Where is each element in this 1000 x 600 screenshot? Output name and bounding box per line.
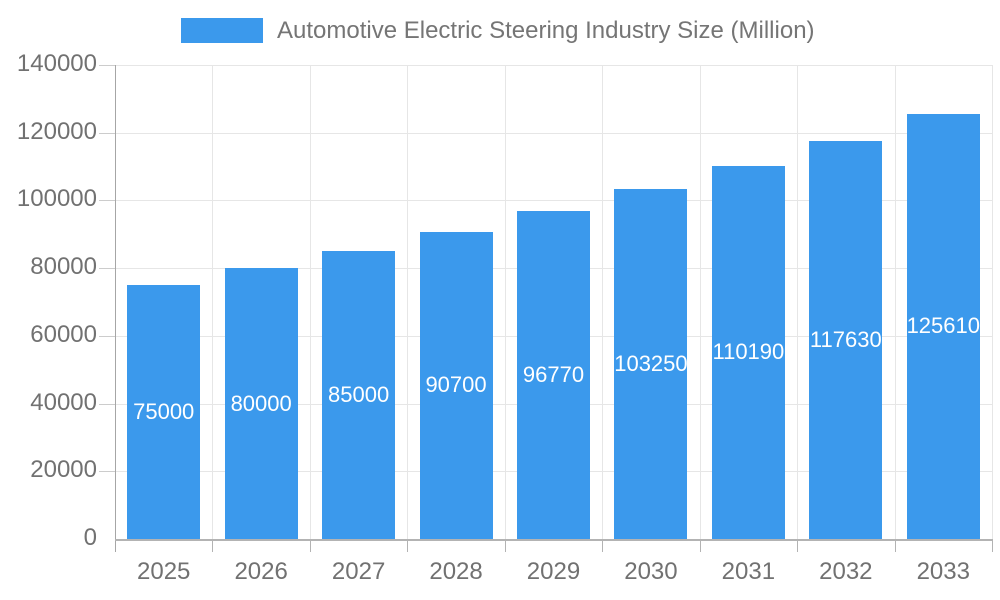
bar: 80000 [224,268,298,539]
v-gridline [407,65,409,539]
x-axis-tick [212,539,214,552]
bar: 85000 [322,251,396,539]
y-axis-label: 20000 [30,456,97,484]
v-gridline [992,65,993,539]
x-axis-tick [407,539,409,552]
v-gridline [212,65,214,539]
h-gridline [115,65,992,66]
y-axis-tick [99,403,115,405]
bar: 103250 [614,189,688,539]
legend: Automotive Electric Steering Industry Si… [181,18,815,43]
bar-value-label: 117630 [809,326,882,352]
x-axis-label: 2025 [137,558,191,585]
bar-value-label: 80000 [230,390,292,416]
legend-swatch [181,18,263,43]
legend-series-label: Automotive Electric Steering Industry Si… [277,17,815,44]
x-axis-tick [894,539,896,552]
bar-value-label: 125610 [906,313,980,339]
y-axis-label: 60000 [30,320,97,348]
bar-value-label: 110190 [712,339,785,365]
y-axis-label: 40000 [30,388,97,416]
x-axis-tick [797,539,799,552]
y-axis-label: 0 [83,524,97,551]
y-axis-tick [99,471,115,473]
y-axis-tick [99,132,115,134]
x-axis-label: 2032 [819,558,873,585]
y-axis-tick [99,200,115,202]
x-axis-label: 2031 [721,558,776,585]
bar: 125610 [906,113,980,539]
bar: 75000 [127,285,201,539]
x-axis-label: 2028 [429,558,483,585]
v-gridline [309,65,311,539]
bar-value-label: 85000 [328,382,390,408]
x-axis-label: 2027 [331,558,386,585]
x-axis-tick [992,539,993,552]
bar: 110190 [711,165,785,539]
v-gridline [602,65,604,539]
x-axis-label: 2030 [624,558,678,585]
y-axis-label: 140000 [16,50,97,77]
x-axis-baseline [115,539,992,541]
y-axis-tick [99,268,115,270]
y-axis-label: 100000 [16,185,97,213]
v-gridline [894,65,896,539]
y-axis-line [115,65,116,552]
x-axis-tick [309,539,311,552]
x-axis-label: 2029 [526,558,581,585]
v-gridline [797,65,799,539]
v-gridline [504,65,506,539]
x-axis-tick [699,539,701,552]
bar: 96770 [516,211,591,539]
bar: 90700 [419,231,493,539]
y-axis-label: 120000 [16,117,97,145]
x-axis-label: 2026 [234,558,288,585]
h-gridline [115,200,992,202]
bar-value-label: 90700 [425,372,487,398]
y-axis-tick [99,335,115,337]
v-gridline [699,65,701,539]
bar: 117630 [809,140,883,539]
bar-value-label: 103250 [614,351,688,377]
x-axis-tick [602,539,604,552]
bar-value-label: 96770 [522,362,585,388]
h-gridline [115,132,992,134]
bar-value-label: 75000 [133,399,195,425]
x-axis-tick [504,539,506,552]
y-axis-tick [99,65,115,66]
x-axis-label: 2033 [916,558,970,585]
y-axis-label: 80000 [30,253,97,281]
